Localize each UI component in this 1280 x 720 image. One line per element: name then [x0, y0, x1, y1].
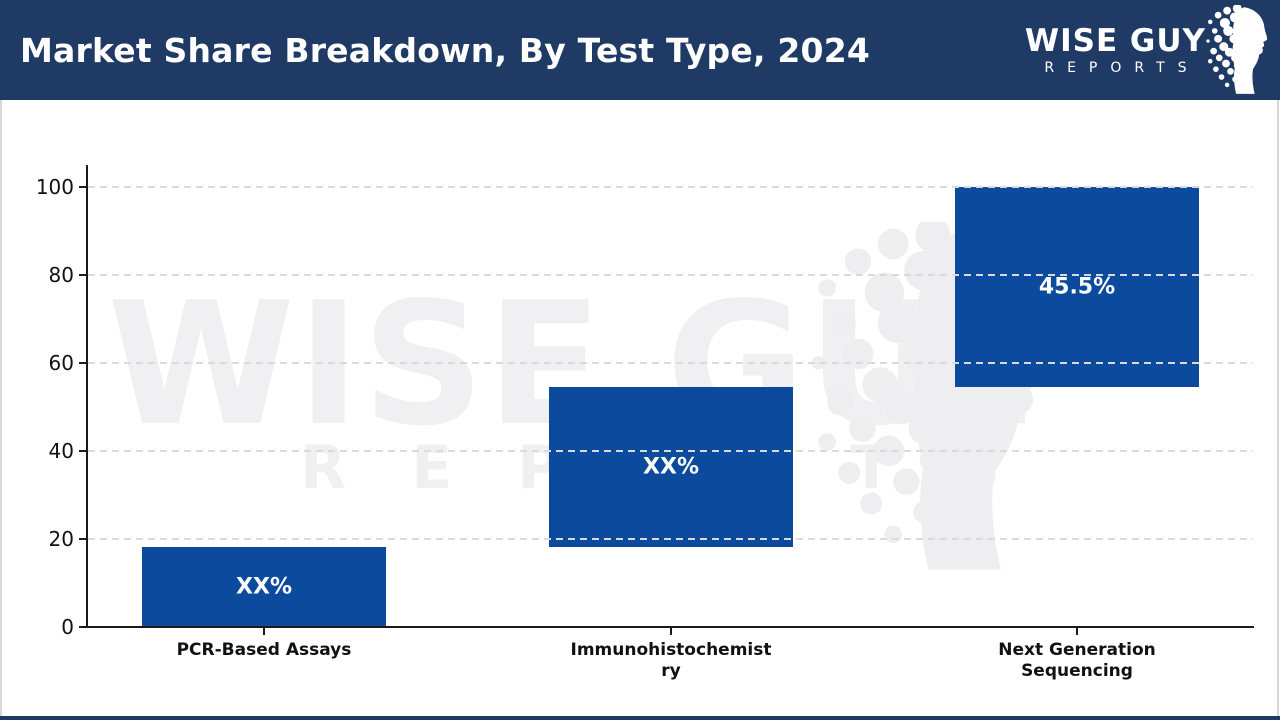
y-tick-mark [79, 538, 87, 540]
brand-tagline: REPORTS [1044, 59, 1200, 76]
y-axis-line [86, 165, 88, 628]
y-tick-mark [79, 274, 87, 276]
x-tick-mark [670, 628, 672, 635]
footer-strip [0, 716, 1280, 720]
y-tick-label: 80 [48, 263, 74, 287]
x-category-label: Immunohistochemist ry [570, 640, 772, 681]
brand-logo: WISE GUY REPORTS [1025, 5, 1280, 95]
brand-logo-text: WISE GUY REPORTS [1024, 22, 1206, 76]
x-tick-mark [1076, 628, 1078, 635]
y-tick-mark [79, 626, 87, 628]
x-tick-mark [263, 628, 265, 635]
bar-value-label: XX% [236, 574, 292, 600]
bar [549, 387, 793, 547]
left-border [0, 100, 2, 716]
gridline [88, 538, 1253, 540]
gridline [88, 450, 1253, 452]
y-tick-label: 40 [48, 439, 74, 463]
page-title: Market Share Breakdown, By Test Type, 20… [20, 30, 871, 70]
bar-value-label: XX% [643, 454, 699, 480]
brand-face-icon [1206, 5, 1268, 94]
y-tick-label: 0 [61, 615, 74, 639]
gridline [88, 362, 1253, 364]
x-category-label: Next Generation Sequencing [998, 640, 1156, 681]
brand-name: WISE GUY [1024, 22, 1206, 59]
y-tick-mark [79, 186, 87, 188]
header: Market Share Breakdown, By Test Type, 20… [0, 0, 1280, 100]
bar [955, 187, 1199, 388]
y-tick-label: 60 [48, 351, 74, 375]
bar-value-label: 45.5% [1038, 274, 1116, 300]
gridline [88, 186, 1253, 188]
right-border [1277, 100, 1279, 716]
bar [142, 546, 386, 627]
y-tick-mark [79, 362, 87, 364]
y-tick-label: 100 [35, 175, 74, 199]
y-tick-label: 20 [48, 527, 74, 551]
y-tick-mark [79, 450, 87, 452]
x-category-label: PCR-Based Assays [176, 640, 352, 660]
x-axis-line [86, 626, 1254, 628]
gridline [88, 274, 1253, 276]
